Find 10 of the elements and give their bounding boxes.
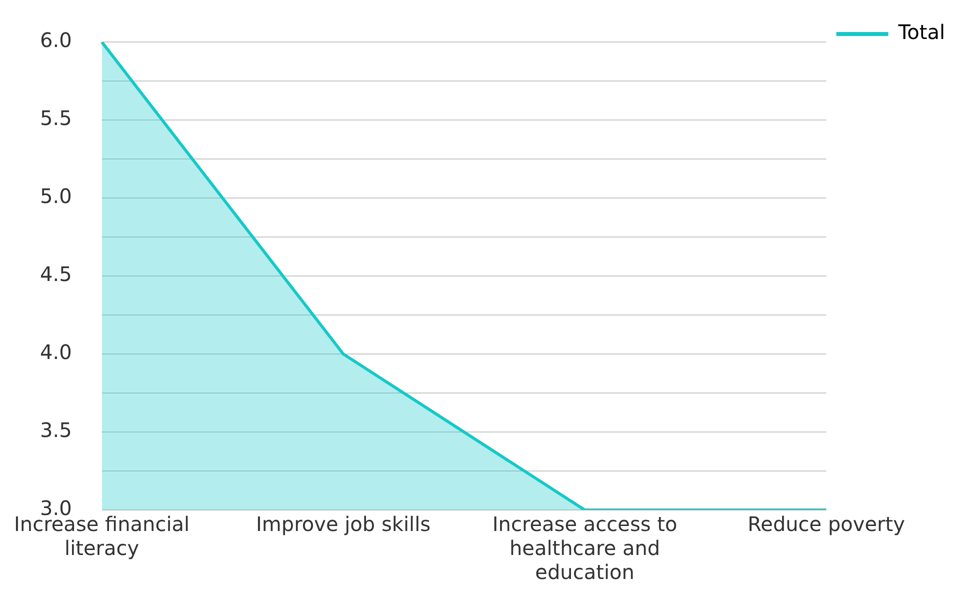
y-tick-label: 3.5 xyxy=(40,418,72,442)
legend-label: Total xyxy=(897,20,946,44)
x-tick-label: Increase access to healthcare and education xyxy=(492,512,678,584)
y-tick-label: 6.0 xyxy=(40,28,72,52)
y-tick-label: 4.0 xyxy=(40,340,72,364)
y-tick-label: 5.5 xyxy=(40,106,72,130)
y-tick-label: 5.0 xyxy=(40,184,72,208)
y-tick-label: 4.5 xyxy=(40,262,72,286)
x-tick-label: Reduce poverty xyxy=(748,512,906,536)
x-tick-label: Improve job skills xyxy=(256,512,431,536)
